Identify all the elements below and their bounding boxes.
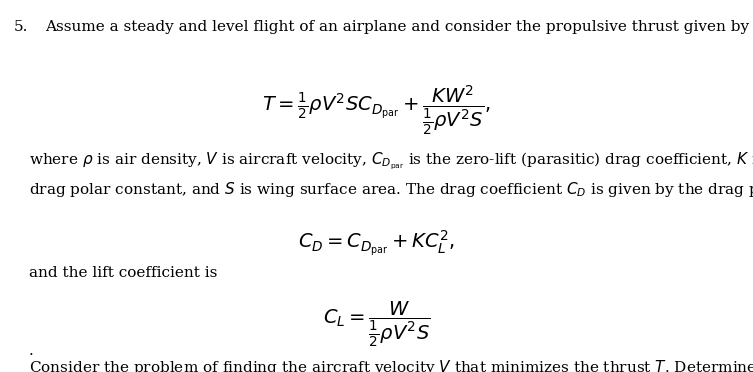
Text: drag polar constant, and $S$ is wing surface area. The drag coefficient $C_D$ is: drag polar constant, and $S$ is wing sur…	[29, 180, 753, 199]
Text: and the lift coefficient is: and the lift coefficient is	[29, 266, 217, 280]
Text: where $\rho$ is air density, $V$ is aircraft velocity, $C_{D_{\mathrm{par}}}$ is: where $\rho$ is air density, $V$ is airc…	[29, 151, 753, 172]
Text: $C_L = \dfrac{W}{\frac{1}{2}\rho V^2 S}$: $C_L = \dfrac{W}{\frac{1}{2}\rho V^2 S}$	[323, 299, 430, 349]
Text: Assume a steady and level flight of an airplane and consider the propulsive thru: Assume a steady and level flight of an a…	[45, 20, 749, 35]
Text: Consider the problem of finding the aircraft velocity $V$ that minimizes the thr: Consider the problem of finding the airc…	[29, 358, 753, 372]
Text: 5.: 5.	[14, 20, 28, 35]
Text: $T = \frac{1}{2}\rho V^2 S C_{D_{\mathrm{par}}} + \dfrac{KW^2}{\frac{1}{2}\rho V: $T = \frac{1}{2}\rho V^2 S C_{D_{\mathrm…	[262, 84, 491, 137]
Text: $C_D = C_{D_{\mathrm{par}}} + KC_L^2,$: $C_D = C_{D_{\mathrm{par}}} + KC_L^2,$	[298, 229, 455, 258]
Text: .: .	[29, 344, 33, 358]
